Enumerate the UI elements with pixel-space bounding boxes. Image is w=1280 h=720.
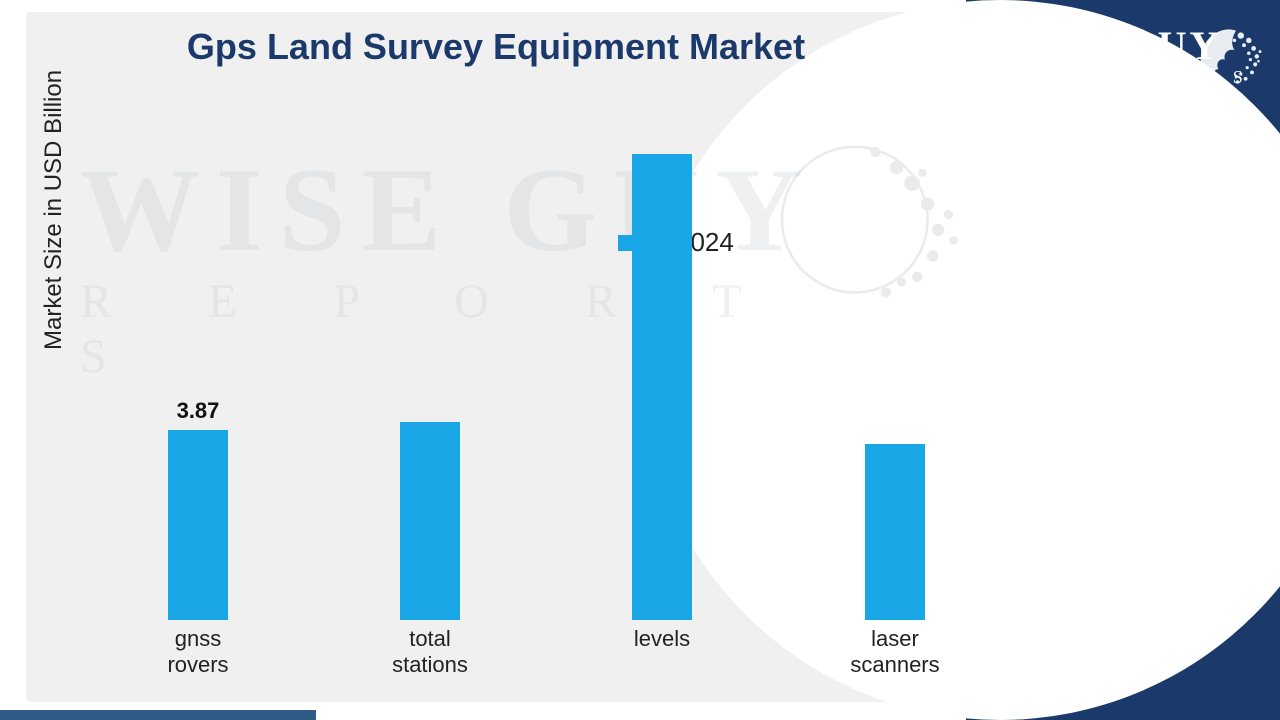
brand-head-icon bbox=[1188, 18, 1268, 98]
bar-category-label: totalstations bbox=[330, 626, 530, 678]
bar-category-label: levels bbox=[562, 626, 762, 652]
stage: WISE GUY R E P O R T S Gps Land Survey E… bbox=[0, 0, 1280, 720]
bar bbox=[865, 444, 925, 620]
plot-area: 3.87gnssrovers totalstations levels lasersc… bbox=[110, 130, 960, 620]
bar-column: levels bbox=[632, 130, 692, 620]
y-axis-label: Market Size in USD Billion bbox=[40, 70, 68, 350]
bar-value-label: 3.87 bbox=[108, 398, 288, 424]
bar-column: laserscanners bbox=[865, 130, 925, 620]
footer-accent bbox=[0, 710, 316, 720]
bar-column: 3.87gnssrovers bbox=[168, 130, 228, 620]
bar bbox=[400, 422, 460, 620]
bar-column: totalstations bbox=[400, 130, 460, 620]
chart-title: Gps Land Survey Equipment Market bbox=[26, 26, 966, 68]
bar bbox=[632, 154, 692, 620]
bar bbox=[168, 430, 228, 620]
bar-category-label: laserscanners bbox=[795, 626, 995, 678]
bar-category-label: gnssrovers bbox=[98, 626, 298, 678]
